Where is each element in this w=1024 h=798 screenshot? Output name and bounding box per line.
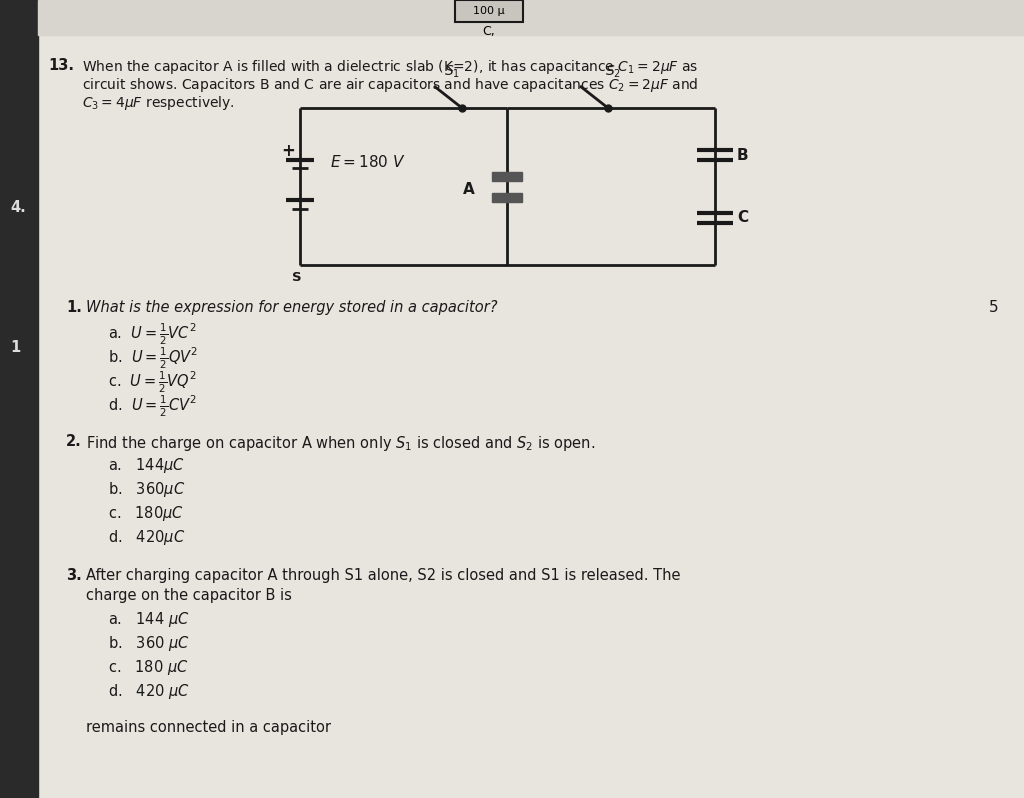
Text: a.   $144\mu C$: a. $144\mu C$ [108,456,185,475]
Text: S: S [292,271,302,284]
Text: $S_1$: $S_1$ [444,64,460,80]
Text: $E = 180\ V$: $E = 180\ V$ [330,154,406,170]
Text: c.   $180\mu C$: c. $180\mu C$ [108,504,184,523]
Text: 1.: 1. [66,300,82,315]
Text: remains connected in a capacitor: remains connected in a capacitor [86,720,331,735]
Text: b.   $360\ \mu C$: b. $360\ \mu C$ [108,634,190,653]
Bar [38,0,1024,35]
Text: a.  $U = \frac{1}{2}VC^2$: a. $U = \frac{1}{2}VC^2$ [108,322,197,347]
Text: When the capacitor A is filled with a dielectric slab (K=2), it has capacitance : When the capacitor A is filled with a di… [82,58,698,76]
Text: +: + [281,143,295,160]
Text: b.   $360\mu C$: b. $360\mu C$ [108,480,185,499]
Text: d.  $U = \frac{1}{2}CV^2$: d. $U = \frac{1}{2}CV^2$ [108,394,197,420]
Text: C: C [737,211,749,225]
Text: C,: C, [482,25,496,38]
Text: 100 μ: 100 μ [473,6,505,16]
Text: d.   $420\mu C$: d. $420\mu C$ [108,528,185,547]
Bar [492,192,522,202]
Text: circuit shows. Capacitors B and C are air capacitors and have capacitances $C_2 : circuit shows. Capacitors B and C are ai… [82,76,698,94]
Text: 3.: 3. [66,568,82,583]
Text: $S_2$: $S_2$ [605,64,621,80]
Bar [455,0,523,22]
Text: 4.: 4. [10,200,26,215]
Bar [0,0,38,798]
Text: A: A [463,182,475,197]
Text: B: B [737,148,749,163]
Text: a.   $144\ \mu C$: a. $144\ \mu C$ [108,610,189,629]
Text: d.   $420\ \mu C$: d. $420\ \mu C$ [108,682,190,701]
Text: After charging capacitor A through S1 alone, S2 is closed and S1 is released. Th: After charging capacitor A through S1 al… [86,568,681,583]
Text: c.   $180\ \mu C$: c. $180\ \mu C$ [108,658,188,677]
Text: Find the charge on capacitor A when only $S_1$ is closed and $S_2$ is open.: Find the charge on capacitor A when only… [86,434,595,453]
Text: 2.: 2. [66,434,82,449]
Text: charge on the capacitor B is: charge on the capacitor B is [86,588,292,603]
Text: $C_3 = 4\mu F$ respectively.: $C_3 = 4\mu F$ respectively. [82,94,234,112]
Text: c.  $U = \frac{1}{2}VQ^2$: c. $U = \frac{1}{2}VQ^2$ [108,370,197,395]
Text: b.  $U = \frac{1}{2}QV^2$: b. $U = \frac{1}{2}QV^2$ [108,346,199,371]
Text: 1: 1 [10,340,20,355]
Bar [492,172,522,180]
Text: What is the expression for energy stored in a capacitor?: What is the expression for energy stored… [86,300,498,315]
Text: 13.: 13. [48,58,74,73]
Text: 5: 5 [988,300,998,315]
